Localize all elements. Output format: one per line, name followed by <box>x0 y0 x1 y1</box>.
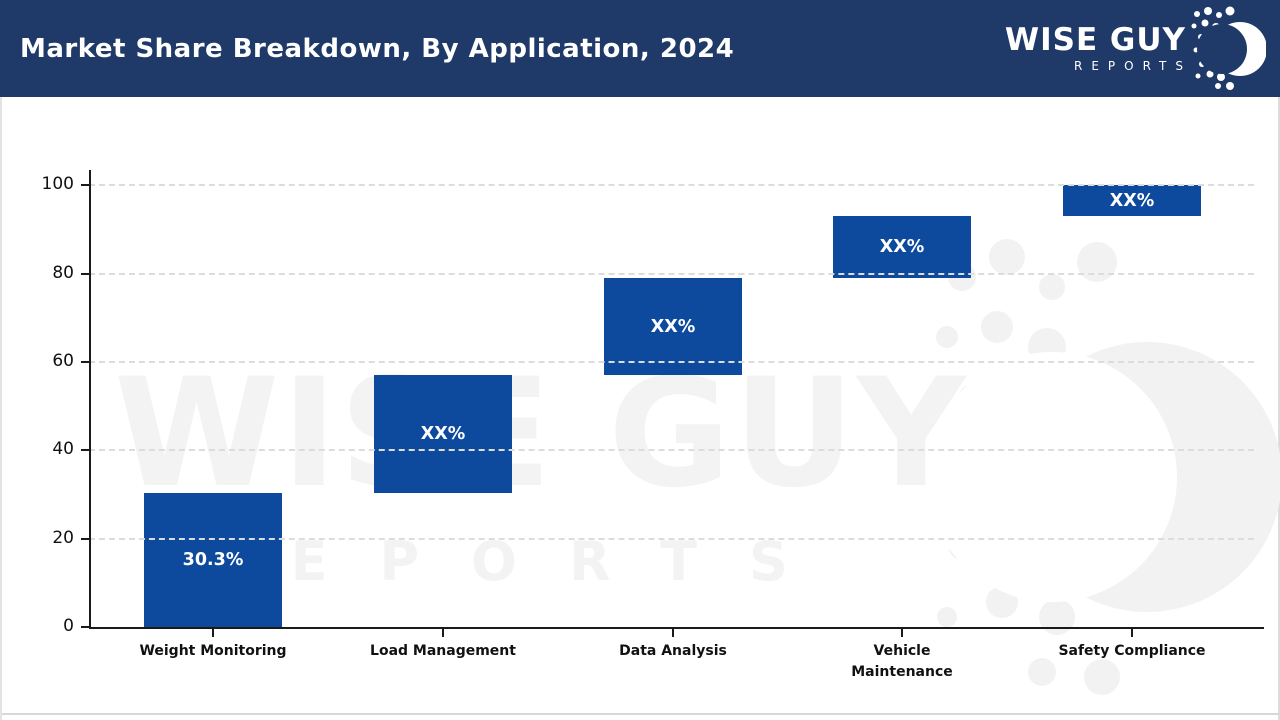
chart-area: WISE GUY REPORTS 30.3% XX% XX% XX% XX% 0 20 40 6… <box>0 97 1280 720</box>
bar-value-label: XX% <box>650 316 696 337</box>
ytick-60 <box>81 360 90 363</box>
page-title: Market Share Breakdown, By Application, … <box>20 33 735 64</box>
bar-value-label: XX% <box>879 237 925 258</box>
bar-value-label: XX% <box>1109 190 1155 211</box>
ytick-40 <box>81 449 90 452</box>
bar-load-management: XX% <box>374 375 512 494</box>
header: Market Share Breakdown, By Application, … <box>0 0 1280 97</box>
ytick-label-20: 20 <box>52 527 74 548</box>
ytick-100 <box>81 184 90 187</box>
ytick-20 <box>81 537 90 540</box>
ytick-label-60: 60 <box>52 350 74 371</box>
footer-divider <box>2 713 1280 715</box>
gridline-80 <box>89 272 1254 275</box>
ytick-0 <box>81 626 90 628</box>
x-axis-line <box>89 627 1264 629</box>
xtick-3 <box>901 629 903 637</box>
gridline-40 <box>89 449 1254 452</box>
logo-subtitle: REPORTS <box>1073 58 1192 73</box>
xtick-4 <box>1131 629 1133 637</box>
ytick-80 <box>81 272 90 275</box>
bar-safety-compliance: XX% <box>1063 185 1201 217</box>
ytick-label-80: 80 <box>52 262 74 283</box>
xtick-label-3: Vehicle Maintenance <box>851 643 953 680</box>
bar-data-analysis: XX% <box>604 278 742 376</box>
ytick-label-100: 100 <box>41 174 74 195</box>
xtick-2 <box>672 629 674 637</box>
xtick-0 <box>212 629 214 637</box>
plot: 30.3% XX% XX% XX% XX% 0 20 40 60 80 100 Weight Moni… <box>2 97 1280 720</box>
bar-value-label: XX% <box>420 424 466 445</box>
xtick-label-2: Data Analysis <box>619 643 727 659</box>
y-axis-line <box>89 170 91 629</box>
gridline-60 <box>89 360 1254 363</box>
ytick-label-40: 40 <box>52 439 74 460</box>
gridline-100 <box>89 184 1254 187</box>
bar-weight-monitoring: 30.3% <box>144 493 282 627</box>
wiseguy-logo-text: WISE GUY REPORTS <box>1004 21 1186 73</box>
wiseguy-logo-face-icon <box>1191 6 1266 90</box>
xtick-label-1: Load Management <box>370 643 516 659</box>
watermark-subtitle: REPORTS <box>197 530 840 593</box>
xtick-label-4: Safety Compliance <box>1058 643 1206 659</box>
xtick-label-0: Weight Monitoring <box>139 643 287 659</box>
ytick-label-0: 0 <box>63 616 74 636</box>
bar-vehicle-maintenance: XX% <box>833 216 971 279</box>
logo-wordmark: WISE GUY <box>1004 21 1186 58</box>
xtick-1 <box>442 629 444 637</box>
bar-value-label: 30.3% <box>182 550 244 571</box>
watermark-wordmark: WISE GUY <box>114 347 968 521</box>
wiseguy-logo: WISE GUY REPORTS <box>1005 6 1266 92</box>
gridline-20 <box>89 537 1254 540</box>
